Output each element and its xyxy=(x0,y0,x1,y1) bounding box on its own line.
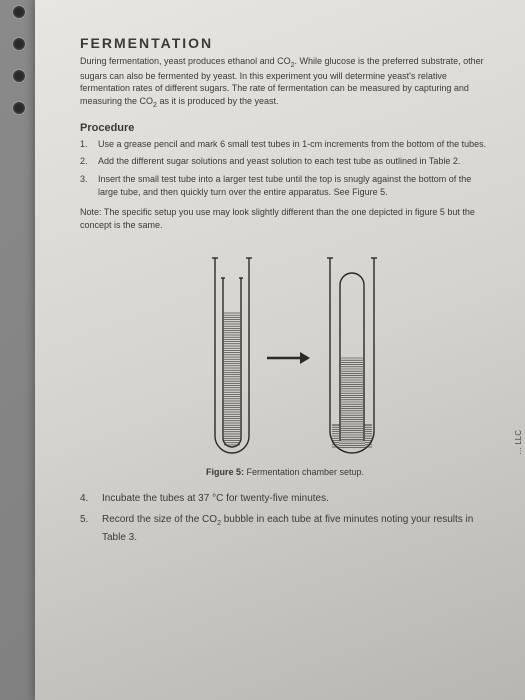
procedure-step: Add the different sugar solutions and ye… xyxy=(80,155,490,168)
fermentation-chamber-svg xyxy=(135,243,435,463)
side-copyright: … LLC xyxy=(514,430,523,455)
step-number: 5. xyxy=(80,512,88,527)
spiral-binding xyxy=(12,5,26,115)
procedure-step: 5. Record the size of the CO2 bubble in … xyxy=(80,512,490,545)
procedure-heading: Procedure xyxy=(80,122,490,134)
procedure-step: Use a grease pencil and mark 6 small tes… xyxy=(80,138,490,151)
step-number: 4. xyxy=(80,491,88,506)
tube-left xyxy=(212,258,252,453)
figure-caption: Figure 5: Fermentation chamber setup. xyxy=(80,467,490,477)
figure-caption-bold: Figure 5: xyxy=(206,467,244,477)
page-title: FERMENTATION xyxy=(80,35,490,51)
intro-text-3: as it is produced by the yeast. xyxy=(157,96,279,106)
step-text: Incubate the tubes at 37 °C for twenty-f… xyxy=(102,493,329,504)
step-text-a: Record the size of the CO xyxy=(102,514,217,525)
procedure-list-continued: 4. Incubate the tubes at 37 °C for twent… xyxy=(80,491,490,545)
document-page: FERMENTATION During fermentation, yeast … xyxy=(35,0,525,700)
intro-text-1: During fermentation, yeast produces etha… xyxy=(80,56,291,66)
procedure-note: Note: The specific setup you use may loo… xyxy=(80,206,490,231)
figure-5 xyxy=(80,243,490,463)
procedure-step: Insert the small test tube into a larger… xyxy=(80,173,490,198)
tube-right xyxy=(327,258,377,453)
figure-caption-text: Fermentation chamber setup. xyxy=(244,467,364,477)
procedure-list: Use a grease pencil and mark 6 small tes… xyxy=(80,138,490,198)
arrow-icon xyxy=(267,352,310,364)
procedure-step: 4. Incubate the tubes at 37 °C for twent… xyxy=(80,491,490,506)
intro-paragraph: During fermentation, yeast produces etha… xyxy=(80,55,490,110)
